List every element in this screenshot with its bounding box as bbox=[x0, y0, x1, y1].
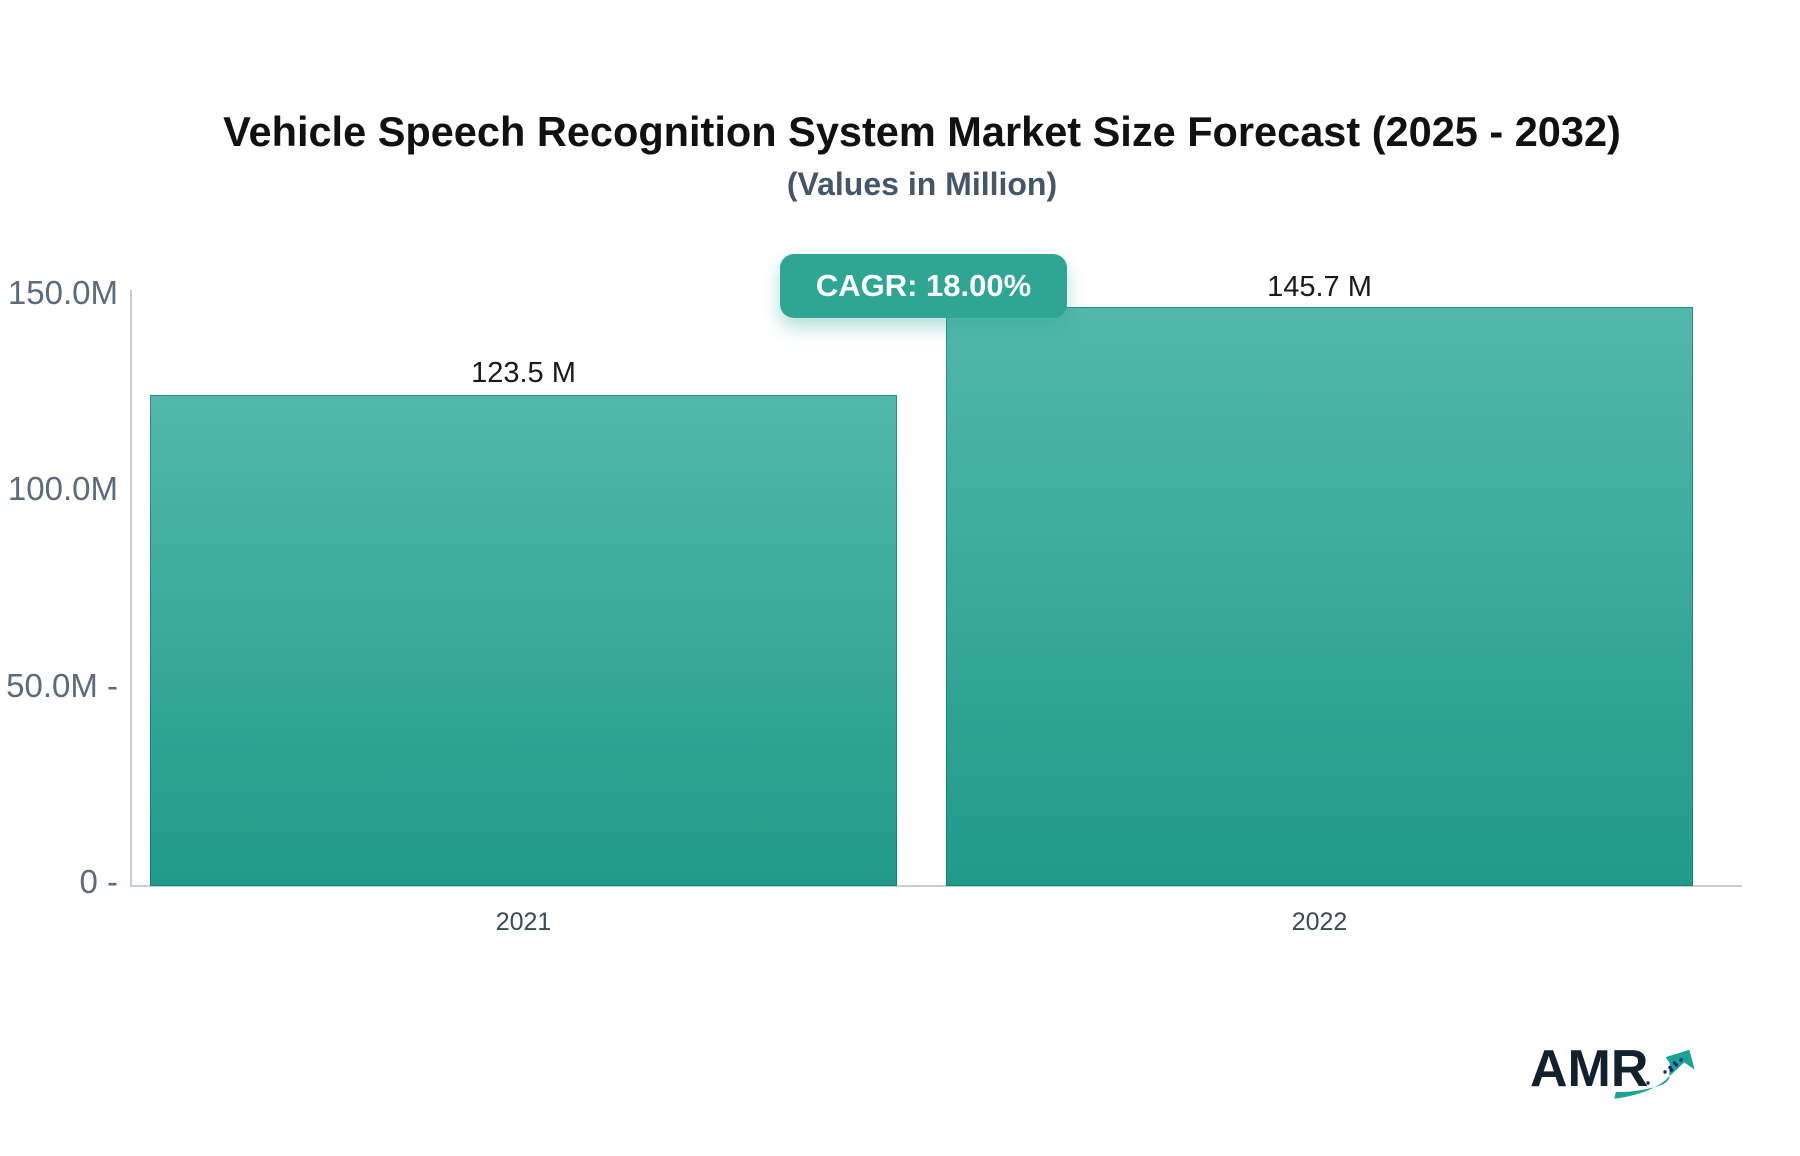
svg-text:AMR: AMR bbox=[1530, 1040, 1648, 1098]
